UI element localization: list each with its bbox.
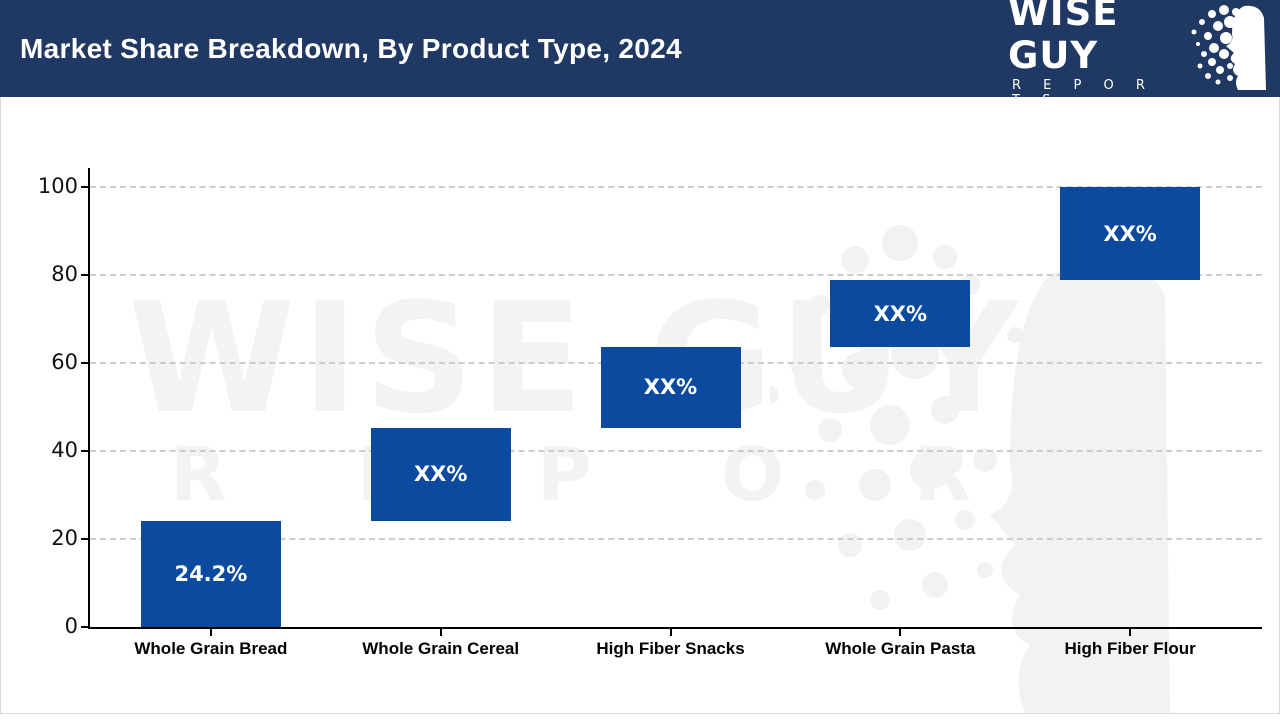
bar-value-label: XX% — [873, 301, 928, 326]
gridline — [90, 450, 1262, 452]
bar-value-label: 24.2% — [174, 561, 248, 586]
x-tick-label: Whole Grain Cereal — [362, 639, 520, 658]
x-tick-mark — [1129, 629, 1132, 636]
bar-segment: XX% — [370, 427, 511, 521]
bar-segment: XX% — [1060, 187, 1201, 281]
wiseguy-logo: WISE GUY R E P O R T S — [1008, 0, 1268, 108]
y-tick-label: 60 — [51, 350, 78, 374]
y-tick-label: 100 — [37, 174, 78, 198]
x-tick-label: High Fiber Flour — [1064, 639, 1196, 658]
y-tick-mark — [81, 538, 89, 540]
bar-segment: 24.2% — [140, 520, 281, 627]
gridline — [90, 538, 1262, 540]
bar-segment: XX% — [600, 347, 741, 428]
page-title: Market Share Breakdown, By Product Type,… — [20, 32, 682, 64]
header-bar: Market Share Breakdown, By Product Type,… — [0, 0, 1280, 108]
x-tick-label: Whole Grain Bread — [134, 639, 288, 658]
x-tick-mark — [439, 629, 442, 636]
y-tick-mark — [81, 186, 89, 188]
logo-wordmark: WISE GUY — [1008, 0, 1119, 77]
y-tick-mark — [81, 626, 89, 628]
y-axis-line — [88, 168, 90, 629]
gridline — [90, 274, 1262, 276]
x-tick-label: High Fiber Snacks — [596, 639, 745, 658]
y-tick-label: 80 — [51, 262, 78, 286]
y-tick-mark — [81, 450, 89, 452]
bar-value-label: XX% — [413, 462, 468, 487]
bar-value-label: XX% — [643, 375, 698, 400]
bar-segment: XX% — [830, 280, 971, 348]
bar-value-label: XX% — [1103, 221, 1157, 246]
x-tick-mark — [899, 629, 902, 636]
y-tick-label: 40 — [51, 438, 78, 462]
y-tick-label: 0 — [64, 614, 78, 638]
x-tick-mark — [669, 629, 672, 636]
x-tick-mark — [209, 629, 212, 636]
y-tick-mark — [81, 362, 89, 364]
gridline — [90, 186, 1262, 188]
x-tick-label: Whole Grain Pasta — [825, 639, 976, 658]
y-tick-label: 20 — [51, 526, 78, 550]
face-profile-logo-icon — [1184, 4, 1268, 95]
wiseguy-logo-text: WISE GUY R E P O R T S — [1008, 0, 1182, 108]
x-axis-line — [88, 627, 1262, 629]
y-tick-mark — [81, 274, 89, 276]
